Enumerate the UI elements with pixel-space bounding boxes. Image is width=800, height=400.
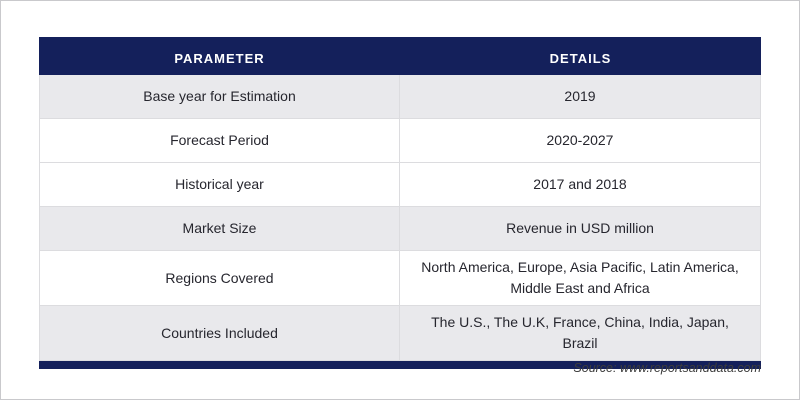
source-attribution: Source: www.reportsanddata.com	[573, 361, 761, 375]
row-parameter: Base year for Estimation	[40, 75, 400, 118]
row-parameter: Countries Included	[40, 306, 400, 360]
table-row: Forecast Period 2020-2027	[39, 119, 761, 163]
row-details: Revenue in USD million	[506, 220, 654, 236]
table-bottom-bar	[39, 361, 761, 369]
row-details: 2017 and 2018	[533, 176, 627, 192]
table-row: Historical year 2017 and 2018	[39, 163, 761, 207]
row-details: North America, Europe, Asia Pacific, Lat…	[421, 259, 739, 296]
report-scope-table: PARAMETER DETAILS Base year for Estimati…	[39, 37, 761, 369]
row-parameter: Regions Covered	[40, 251, 400, 305]
table-row: Base year for Estimation 2019	[39, 75, 761, 119]
row-details: 2020-2027	[546, 132, 614, 148]
header-parameter: PARAMETER	[174, 50, 265, 66]
row-parameter: Market Size	[40, 207, 400, 250]
table-row: Market Size Revenue in USD million	[39, 207, 761, 251]
row-parameter: Historical year	[40, 163, 400, 206]
row-parameter: Forecast Period	[40, 119, 400, 162]
header-details: DETAILS	[549, 50, 612, 66]
table-row: Countries Included The U.S., The U.K, Fr…	[39, 306, 761, 361]
table-row: Regions Covered North America, Europe, A…	[39, 251, 761, 306]
row-details: 2019	[564, 88, 596, 104]
table-header-row: PARAMETER DETAILS	[39, 37, 761, 75]
row-details: The U.S., The U.K, France, China, India,…	[431, 314, 729, 351]
